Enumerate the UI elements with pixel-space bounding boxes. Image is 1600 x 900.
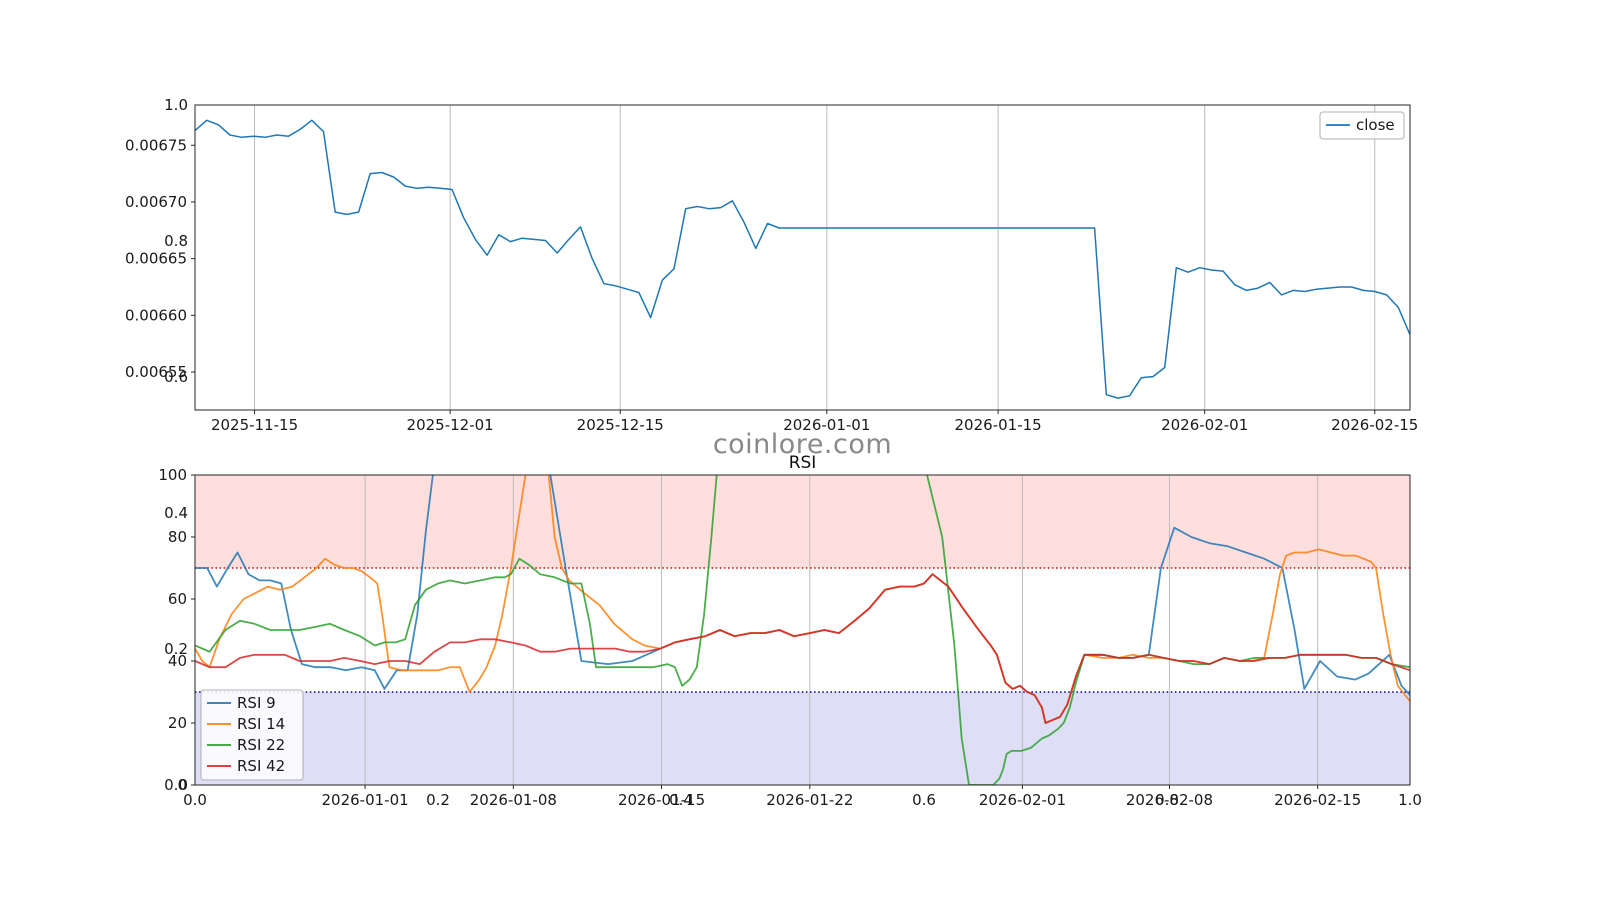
background-axes: 1.0 0.8 0.6 0.4 0.2 0.00.0 0.2 0.4 0.6 0.8 1.0 bbox=[164, 96, 1422, 809]
legend-label: close bbox=[1356, 116, 1395, 134]
bg-ytick-label: 0.8 bbox=[164, 232, 188, 250]
price-ytick-label: 0.00675 bbox=[125, 136, 187, 154]
price-ytick-label: 0.00670 bbox=[125, 193, 187, 211]
price-xtick-label: 2026-01-01 bbox=[783, 416, 870, 434]
price-xtick-label: 2026-01-15 bbox=[955, 416, 1042, 434]
bg-ytick-label: 0.4 bbox=[164, 504, 188, 522]
rsi-frame bbox=[194, 474, 1411, 786]
bg-xtick-label: 1.0 bbox=[1398, 791, 1422, 809]
rsi-series-RSI 42 bbox=[195, 573, 1410, 724]
bg-xtick-label: 0.0 bbox=[183, 791, 207, 809]
rsi-xtick-label: 2026-01-22 bbox=[766, 791, 853, 809]
price-ytick-label: 0.00660 bbox=[125, 306, 187, 324]
rsi-xtick-label: 2026-01-01 bbox=[322, 791, 409, 809]
rsi-series-RSI 22 bbox=[195, 475, 1410, 785]
bg-ytick-label: 0.6 bbox=[164, 368, 188, 386]
rsi-ytick-label: 0 bbox=[177, 776, 187, 794]
rsi-legend: RSI 9 RSI 14 RSI 22 RSI 42 bbox=[200, 689, 304, 781]
rsi-ytick-label: 20 bbox=[168, 714, 187, 732]
bg-xtick-label: 0.2 bbox=[426, 791, 450, 809]
legend-label: RSI 9 bbox=[237, 694, 276, 712]
price-legend: close bbox=[1319, 111, 1405, 140]
price-frame bbox=[194, 104, 1411, 411]
rsi-xtick-label: 2026-01-15 bbox=[618, 791, 705, 809]
bg-xtick-label: 0.4 bbox=[669, 791, 693, 809]
price-xtick-label: 2025-11-15 bbox=[211, 416, 298, 434]
rsi-ytick-label: 60 bbox=[168, 590, 187, 608]
rsi-band-overbought bbox=[195, 475, 1410, 568]
rsi-xtick-label: 2026-02-01 bbox=[979, 791, 1066, 809]
rsi-ytick-label: 80 bbox=[168, 528, 187, 546]
legend-label: RSI 22 bbox=[237, 736, 285, 754]
rsi-panel: 2026-01-01 2026-01-08 2026-01-15 2026-01-22… bbox=[158, 466, 1411, 809]
legend-label: RSI 42 bbox=[237, 757, 285, 775]
rsi-band-oversold bbox=[195, 692, 1410, 785]
price-panel: 2025-11-15 2025-12-01 2025-12-15 2026-01-01… bbox=[125, 104, 1418, 434]
rsi-panel-title: RSI bbox=[788, 453, 817, 473]
rsi-ytick-label: 40 bbox=[168, 652, 187, 670]
bg-ytick-label: 1.0 bbox=[164, 96, 188, 114]
price-xtick-label: 2025-12-15 bbox=[577, 416, 664, 434]
bg-ytick-label: 0.0 bbox=[164, 776, 188, 794]
price-xtick-label: 2026-02-15 bbox=[1331, 416, 1418, 434]
price-xtick-label: 2025-12-01 bbox=[407, 416, 494, 434]
bg-ytick-label: 0.2 bbox=[164, 640, 188, 658]
rsi-xtick-label: 2026-02-15 bbox=[1274, 791, 1361, 809]
rsi-ytick-label: 100 bbox=[158, 466, 187, 484]
rsi-xtick-label: 2026-02-08 bbox=[1126, 791, 1213, 809]
bg-xtick-label: 0.6 bbox=[912, 791, 936, 809]
rsi-xtick-label: 2026-01-08 bbox=[470, 791, 557, 809]
legend-label: RSI 14 bbox=[237, 715, 285, 733]
price-ytick-label: 0.00665 bbox=[125, 250, 187, 268]
price-ytick-label: 0.00655 bbox=[125, 363, 187, 381]
price-xtick-label: 2026-02-01 bbox=[1161, 416, 1248, 434]
price-series-close bbox=[195, 119, 1410, 399]
bg-xtick-label: 0.8 bbox=[1155, 791, 1179, 809]
watermark: coinlore.com bbox=[712, 429, 893, 460]
